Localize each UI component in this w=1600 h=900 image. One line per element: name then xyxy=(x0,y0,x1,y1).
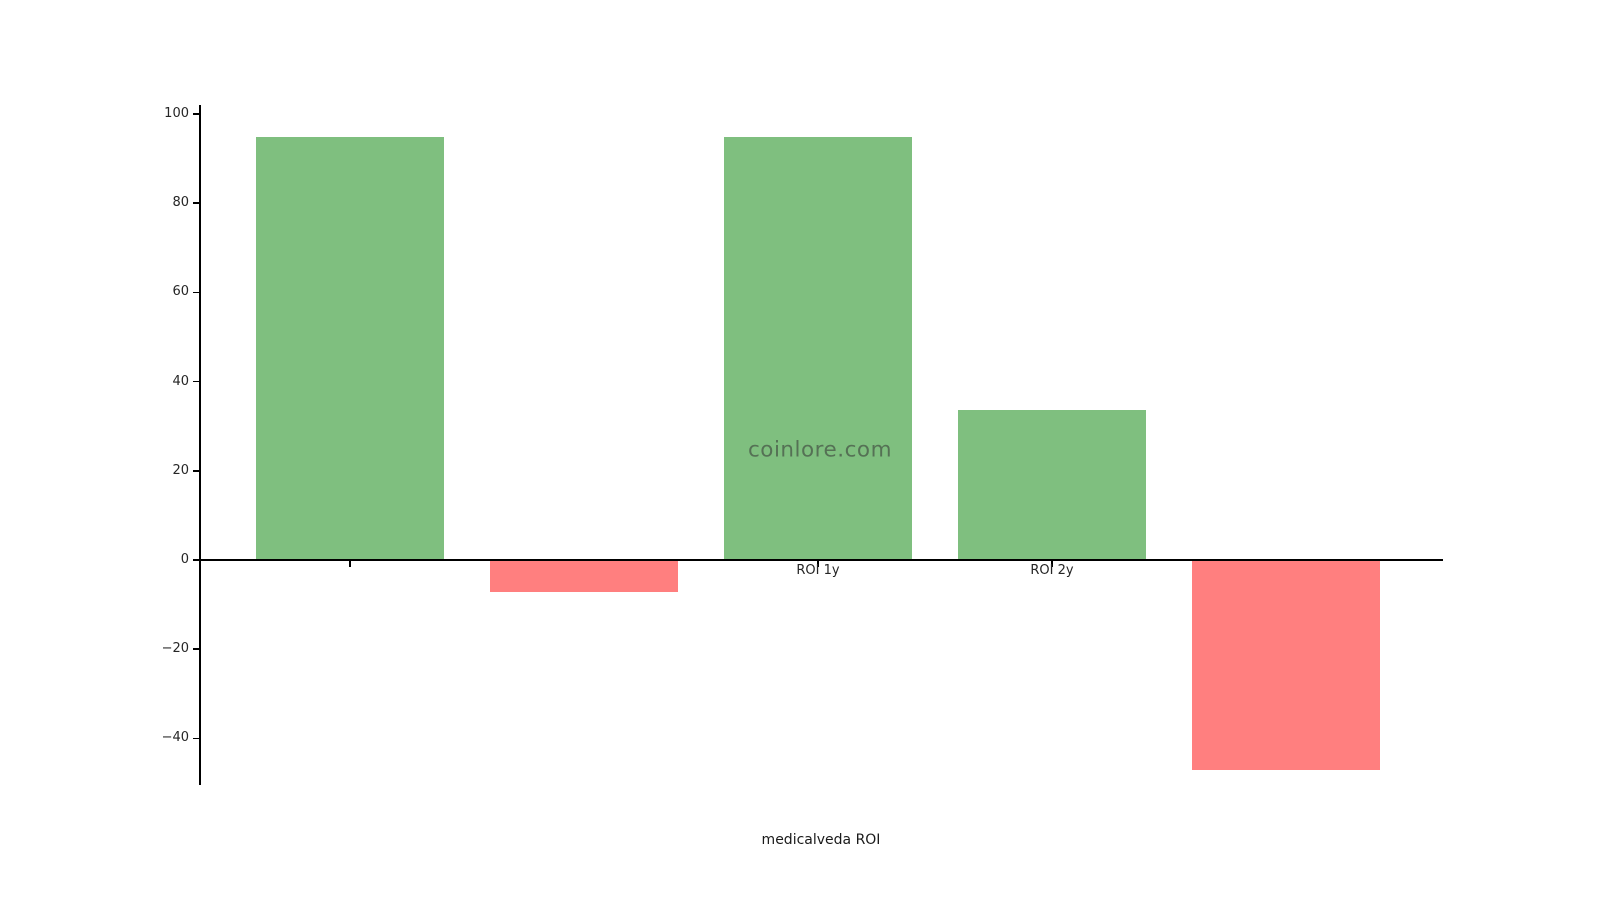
x-axis-line xyxy=(200,559,1443,561)
y-tick-mark xyxy=(193,559,199,561)
watermark-text: coinlore.com xyxy=(747,437,893,463)
bar-roi-5 xyxy=(1192,561,1380,771)
y-tick-mark xyxy=(193,380,199,383)
y-tick-label: −40 xyxy=(161,730,189,746)
bar-roi-1y xyxy=(724,137,912,560)
x-tick-label: ROI 2y xyxy=(1030,563,1074,578)
y-axis-line xyxy=(199,105,201,785)
chart-title: medicalveda ROI xyxy=(761,832,881,848)
y-tick-mark xyxy=(193,113,199,115)
y-tick-mark xyxy=(193,737,199,740)
y-tick-label: 40 xyxy=(172,373,189,389)
x-tick-label: ROI 1y xyxy=(796,563,840,578)
y-tick-mark xyxy=(193,648,199,650)
y-tick-label: 20 xyxy=(172,462,189,478)
y-tick-mark xyxy=(193,470,199,472)
bar-roi-2 xyxy=(490,561,678,592)
x-tick-mark xyxy=(1051,560,1053,567)
y-tick-label: 100 xyxy=(164,106,189,121)
y-tick-label: 80 xyxy=(172,195,189,211)
x-tick-mark xyxy=(817,560,819,567)
x-tick-mark xyxy=(349,560,351,567)
y-tick-label: 0 xyxy=(180,552,189,567)
y-tick-mark xyxy=(193,202,199,204)
y-tick-label: −20 xyxy=(161,641,189,657)
bar-roi-2y xyxy=(958,410,1146,560)
bar-roi-1 xyxy=(256,137,444,560)
y-tick-label: 60 xyxy=(172,284,189,300)
y-tick-mark xyxy=(193,291,199,294)
